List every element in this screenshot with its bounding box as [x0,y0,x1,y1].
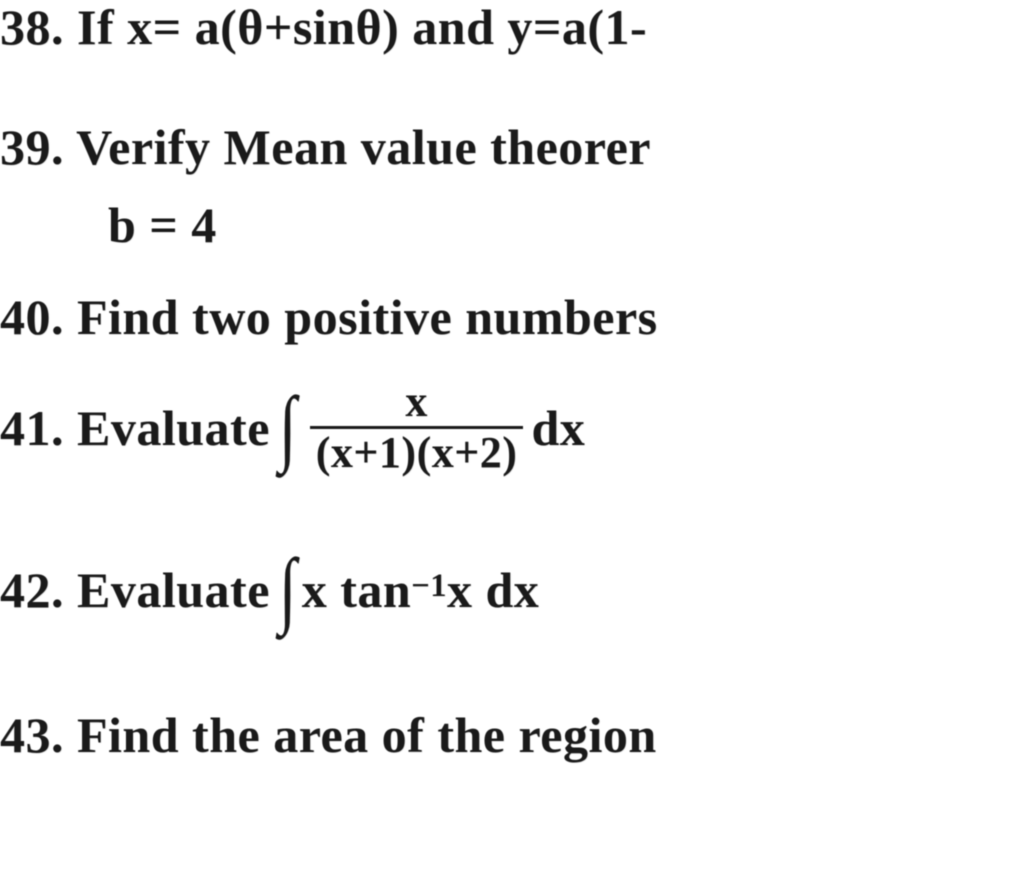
q39-text: Verify Mean value theorer [76,119,651,175]
q40-number: 40. [0,289,64,345]
q41-numerator: x [399,380,434,426]
q42-number: 42. [0,555,64,625]
q42-body: x tan [302,555,411,625]
question-43: 43. Find the area of the region [0,700,657,770]
q38-number: 38. [0,0,64,55]
integral-icon: ∫ [279,398,297,458]
q42-after: x dx [447,555,539,625]
question-41: 41. Evaluate ∫ x (x+1)(x+2) dx [0,380,585,475]
q38-plus: +sin [264,0,356,55]
q41-suffix: dx [531,393,585,463]
question-39: 39. Verify Mean value theorer [0,112,651,182]
q40-text: Find two positive numbers [77,289,658,345]
q42-exponent: −1 [411,564,447,610]
q43-text: Find the area of the region [77,707,657,763]
q39-sub: b = 4 [108,197,217,253]
q38-text-1: If x= a( [77,0,237,55]
question-40: 40. Find two positive numbers [0,282,658,352]
q41-prefix: Evaluate [77,393,270,463]
question-38: 38. If x= a(θ+sinθ) and y=a(1- [0,0,647,62]
question-42: 42. Evaluate ∫ x tan−1x dx [0,555,539,625]
q41-fraction: x (x+1)(x+2) [310,380,524,475]
q41-number: 41. [0,393,64,463]
question-39-sub: b = 4 [108,190,217,260]
integral-icon: ∫ [279,560,297,620]
q39-number: 39. [0,119,64,175]
q42-prefix: Evaluate [77,555,270,625]
q43-number: 43. [0,707,64,763]
q41-denominator: (x+1)(x+2) [310,426,524,475]
q38-close: ) and y=a(1- [382,0,647,55]
q38-theta2: θ [356,0,383,55]
q38-theta1: θ [237,0,264,55]
